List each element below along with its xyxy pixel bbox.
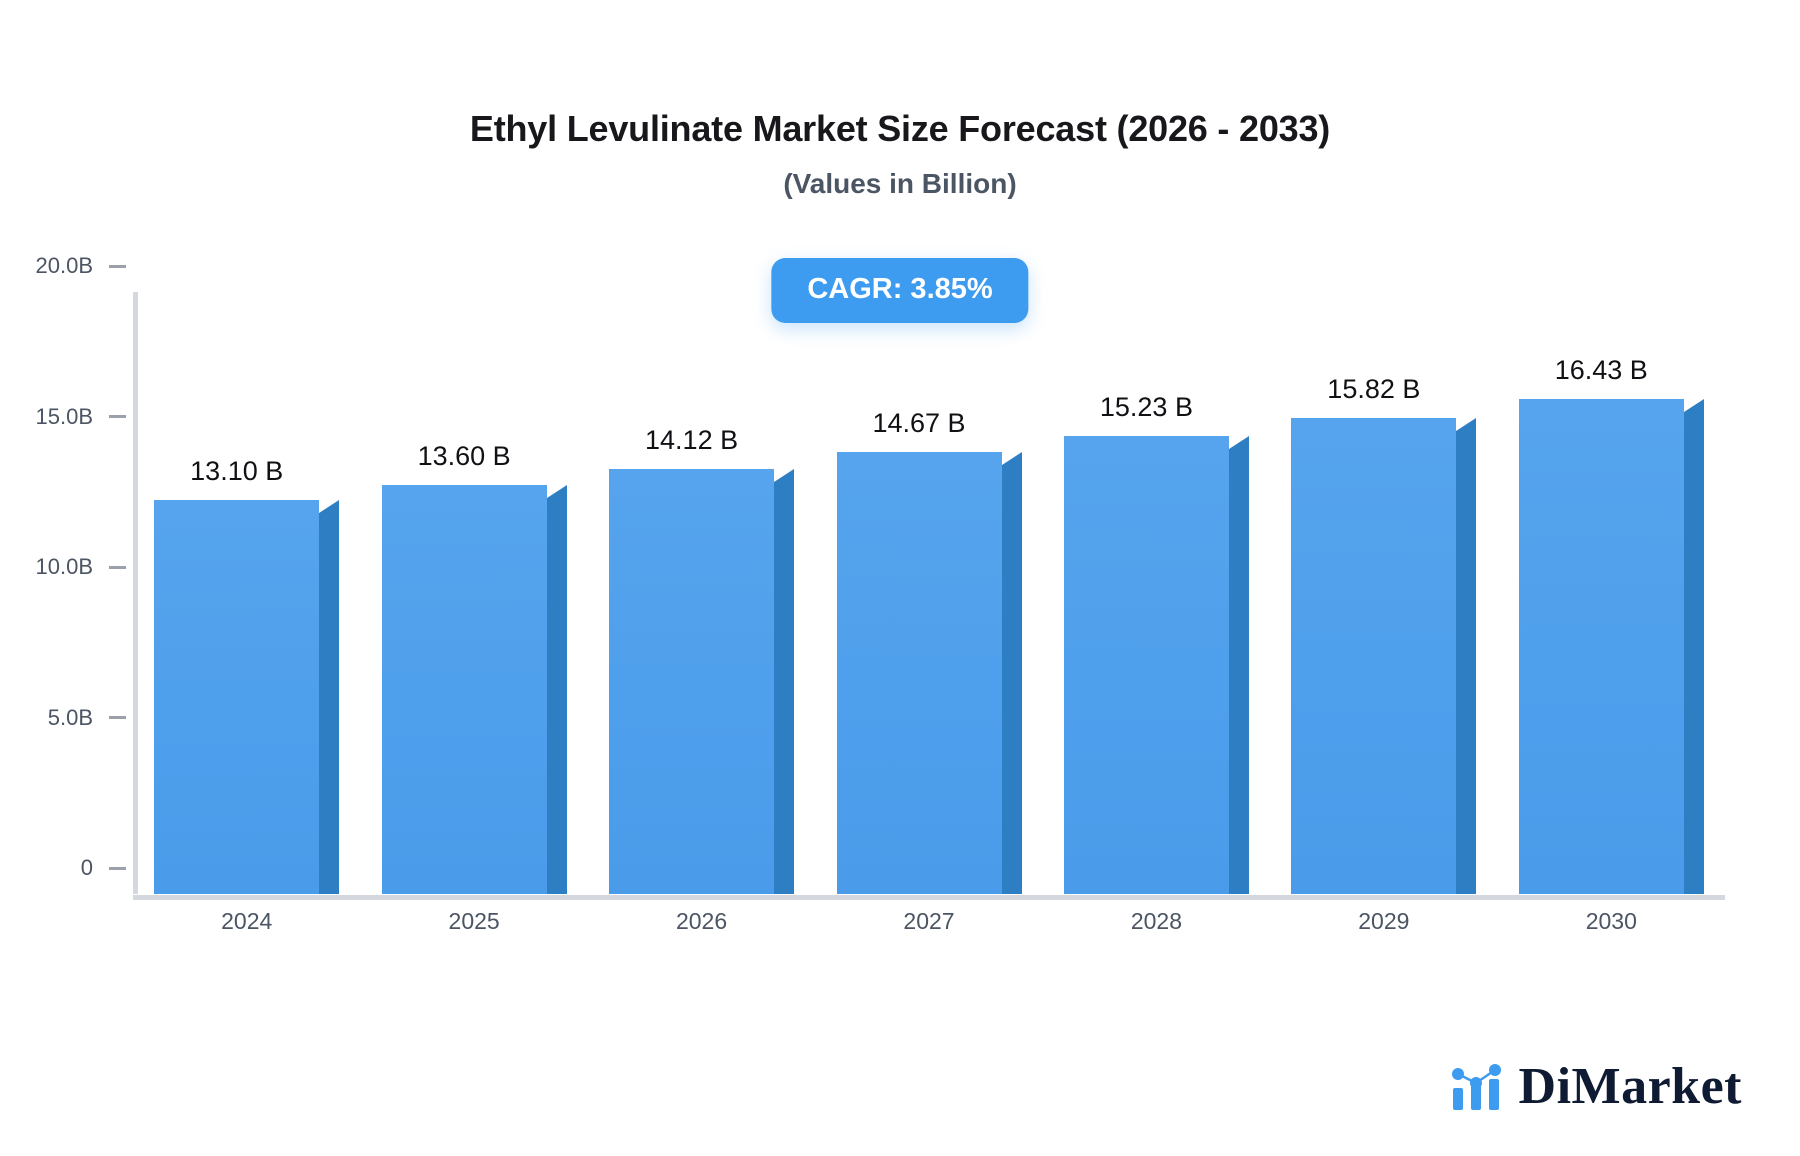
bar-value-label: 16.43 B (1554, 355, 1648, 386)
bar-side-face (1228, 435, 1249, 894)
bar-front-face (154, 499, 320, 894)
y-axis-tick: 20.0B (36, 253, 134, 279)
bar-side-face (546, 484, 567, 894)
chart-subtitle: (Values in Billion) (783, 168, 1017, 199)
bar-side-face (1456, 417, 1477, 894)
bar-series: 13.10 B 13.60 B 14.12 B 14.67 B 15.23 B 15.82… (133, 292, 1725, 894)
y-axis-tick: 0 (81, 855, 133, 881)
y-axis-line (133, 292, 138, 894)
cagr-badge: CAGR: 3.85% (771, 258, 1029, 323)
bar[interactable]: 16.43 B (1518, 355, 1704, 894)
y-axis-tick-label: 5.0B (47, 704, 93, 730)
chart-title: Ethyl Levulinate Market Size Forecast (2… (469, 108, 1331, 149)
x-axis-label: 2026 (675, 908, 728, 934)
bar[interactable]: 14.67 B (836, 408, 1022, 894)
bar-value-label: 15.82 B (1327, 373, 1421, 404)
x-axis-label: 2029 (1358, 908, 1410, 934)
bar-front-face (1291, 417, 1457, 894)
y-axis-tick: 10.0B (36, 554, 134, 580)
y-axis-tick-mark (109, 716, 126, 719)
bar-front-face (609, 469, 775, 894)
bar-value-label: 14.67 B (872, 408, 966, 439)
bar[interactable]: 14.12 B (609, 425, 795, 894)
plot-area: 0 5.0B 10.0B 15.0B 20.0B 13.10 B 13.60 B 14.12… (36, 253, 1725, 900)
bar-chart-logo-icon (1451, 1064, 1501, 1110)
bar-side-face (1683, 399, 1704, 894)
y-axis-tick-mark (109, 565, 126, 569)
bar-front-face (1518, 399, 1684, 894)
y-axis-tick: 15.0B (36, 404, 134, 430)
x-axis-label: 2028 (1130, 908, 1183, 934)
x-axis-label: 2027 (903, 908, 955, 934)
bar-front-face (836, 452, 1002, 894)
bar-value-label: 13.60 B (417, 440, 511, 471)
x-axis-label: 2030 (1585, 908, 1637, 934)
bar-front-face (1063, 435, 1229, 894)
bar[interactable]: 15.82 B (1291, 374, 1477, 894)
bar-side-face (1001, 452, 1022, 894)
y-axis-tick-label: 10.0B (35, 554, 94, 579)
y-axis-tick-mark (109, 415, 126, 418)
bar-value-label: 13.10 B (190, 455, 284, 486)
bar-front-face (381, 484, 547, 894)
bar-side-face (774, 469, 795, 894)
bar[interactable]: 13.10 B (154, 456, 340, 894)
bar[interactable]: 15.23 B (1063, 392, 1249, 894)
y-axis-tick-label: 15.0B (35, 403, 94, 429)
x-axis-labels: 2024 2025 2026 2027 2028 2029 2030 (133, 908, 1725, 948)
y-axis-tick-label: 0 (80, 855, 93, 880)
bar-value-label: 15.23 B (1099, 391, 1193, 422)
y-axis-tick-mark (109, 866, 126, 870)
y-axis-tick: 5.0B (48, 705, 133, 731)
y-axis-tick-mark (109, 264, 126, 268)
y-axis-tick-label: 20.0B (35, 253, 94, 278)
x-axis-line (133, 895, 1725, 900)
brand-logo: DiMarket (1449, 1061, 1742, 1113)
brand-name: DiMarket (1518, 1058, 1742, 1115)
x-axis-label: 2025 (448, 908, 500, 934)
bar-side-face (319, 499, 340, 894)
x-axis-label: 2024 (221, 908, 273, 934)
bar-value-label: 14.12 B (645, 425, 739, 455)
bar[interactable]: 13.60 B (381, 441, 567, 894)
